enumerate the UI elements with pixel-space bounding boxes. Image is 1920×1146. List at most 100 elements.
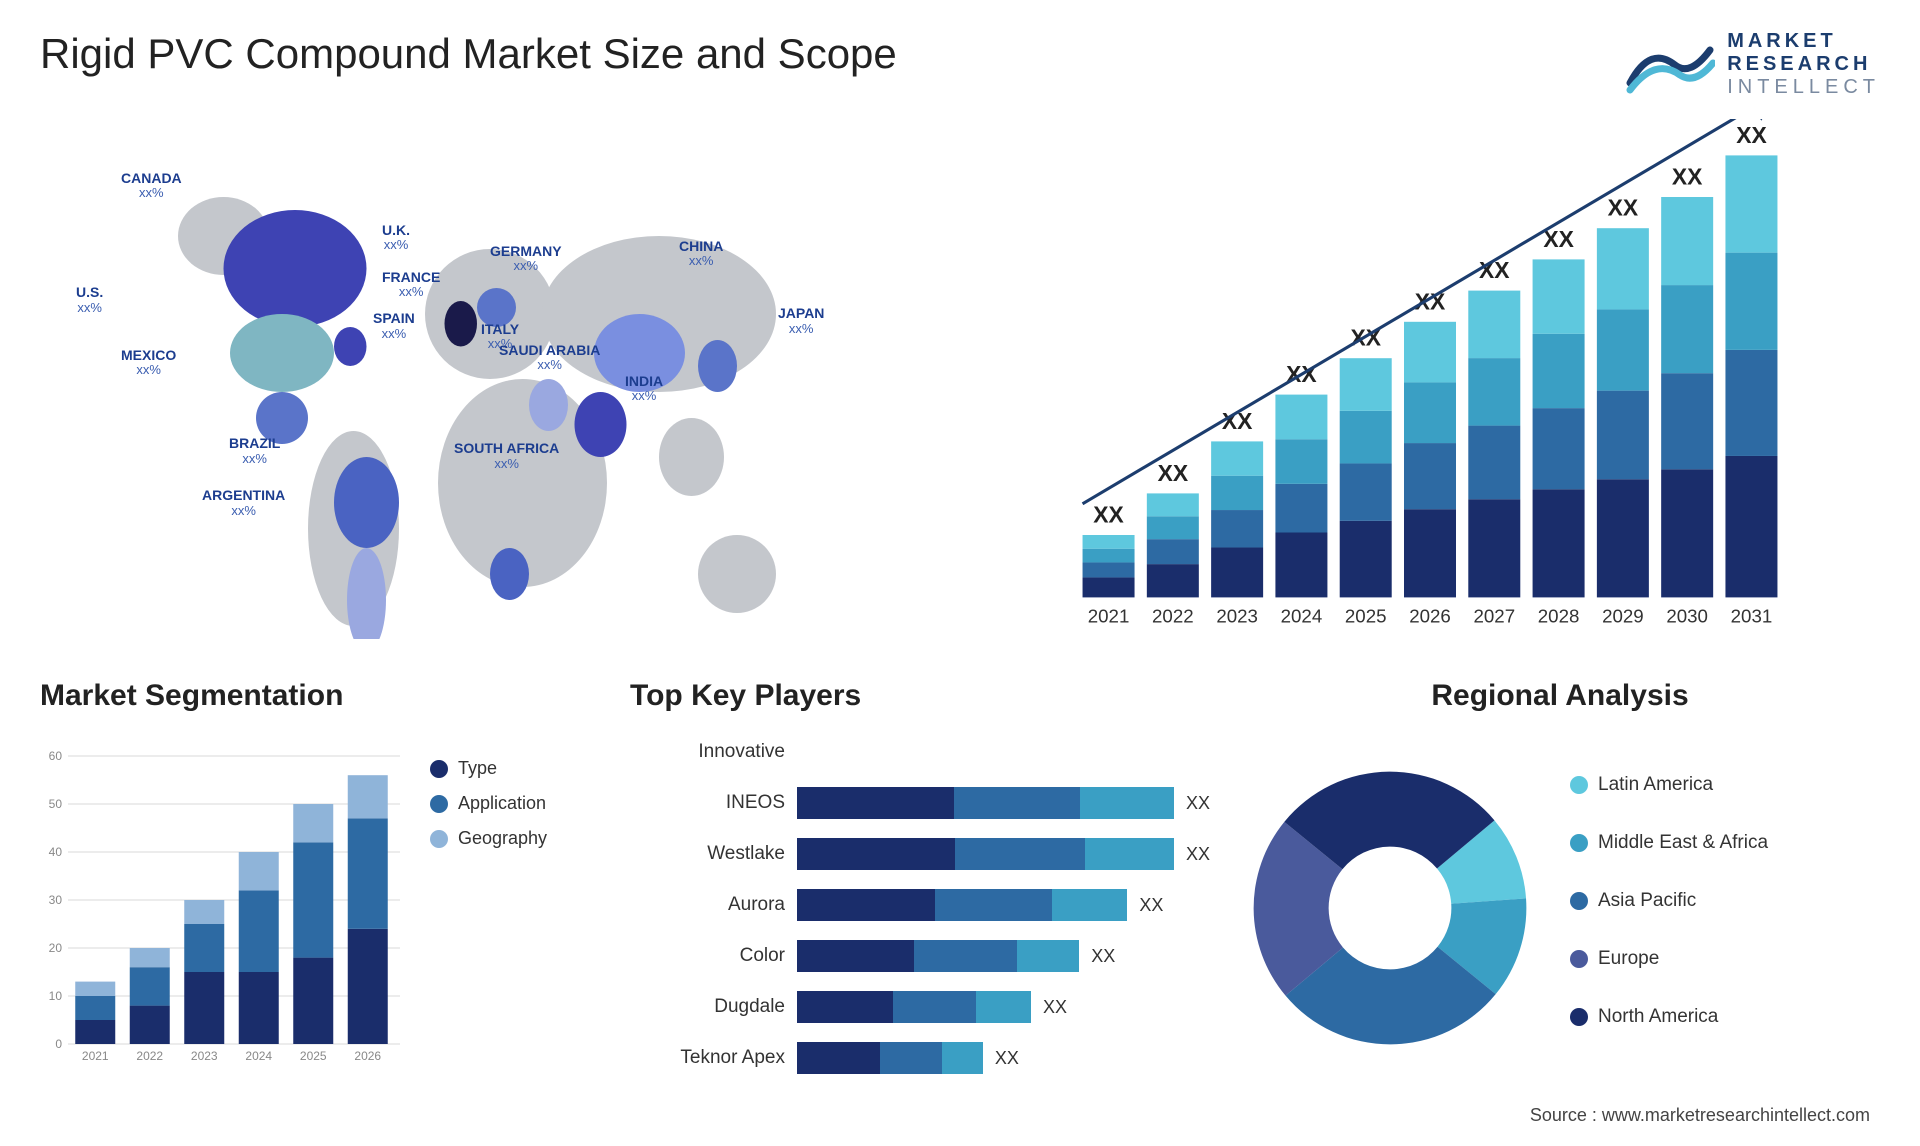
svg-text:30: 30 <box>49 893 63 907</box>
player-bar-wrap: XX <box>797 838 1210 870</box>
player-bar-segment <box>880 1042 942 1074</box>
segmentation-bar-chart: 0102030405060202120222023202420252026 <box>40 728 400 1088</box>
legend-label: Europe <box>1598 948 1659 970</box>
player-value: XX <box>1091 946 1115 967</box>
map-label: FRANCExx% <box>382 270 440 300</box>
svg-text:2029: 2029 <box>1602 605 1644 626</box>
regional-donut-chart <box>1240 758 1540 1058</box>
player-bar-segment <box>942 1042 983 1074</box>
svg-text:XX: XX <box>1093 502 1124 528</box>
map-label: U.K.xx% <box>382 223 410 253</box>
svg-text:2025: 2025 <box>300 1049 327 1063</box>
map-label: ARGENTINAxx% <box>202 488 285 518</box>
player-row: Teknor Apex XX <box>630 1039 1210 1077</box>
legend-dot-icon <box>430 760 448 778</box>
player-bar-segment <box>893 991 976 1023</box>
legend-label: Latin America <box>1598 774 1713 796</box>
player-bar-segment <box>935 889 1052 921</box>
player-name: Color <box>630 945 785 967</box>
segmentation-title: Market Segmentation <box>40 679 600 713</box>
svg-text:2024: 2024 <box>245 1049 272 1063</box>
player-bar-segment <box>976 991 1031 1023</box>
legend-label: Application <box>458 793 546 814</box>
map-label: GERMANYxx% <box>490 244 562 274</box>
svg-text:2025: 2025 <box>1345 605 1387 626</box>
player-bar-segment <box>797 838 955 870</box>
player-row: INEOS XX <box>630 784 1210 822</box>
svg-text:XX: XX <box>1672 164 1703 190</box>
map-label: MEXICOxx% <box>121 348 176 378</box>
players-title: Top Key Players <box>630 679 1210 713</box>
players-panel: Top Key Players InnovativeINEOSXXWestlak… <box>630 679 1210 1099</box>
player-bar-segment <box>955 838 1085 870</box>
player-value: XX <box>995 1048 1019 1069</box>
world-map-panel: CANADAxx%U.S.xx%MEXICOxx%U.K.xx%FRANCExx… <box>40 119 940 639</box>
legend-item: Geography <box>430 828 600 849</box>
player-bar <box>797 889 1127 921</box>
player-row: Aurora XX <box>630 886 1210 924</box>
player-bar-segment <box>954 787 1080 819</box>
svg-text:2024: 2024 <box>1281 605 1323 626</box>
player-bar-wrap: XX <box>797 940 1210 972</box>
player-bar-segment <box>797 991 893 1023</box>
legend-item: Latin America <box>1570 774 1768 796</box>
svg-text:2021: 2021 <box>82 1049 109 1063</box>
svg-text:2023: 2023 <box>191 1049 218 1063</box>
player-name: Aurora <box>630 894 785 916</box>
player-bar-segment <box>914 940 1017 972</box>
svg-text:2026: 2026 <box>1409 605 1451 626</box>
svg-text:0: 0 <box>55 1037 62 1051</box>
regional-title: Regional Analysis <box>1240 679 1880 713</box>
player-name: Westlake <box>630 843 785 865</box>
svg-text:10: 10 <box>49 989 63 1003</box>
map-label: BRAZILxx% <box>229 436 280 466</box>
legend-dot-icon <box>1570 892 1588 910</box>
player-bar-segment <box>1017 940 1079 972</box>
player-row: Dugdale XX <box>630 988 1210 1026</box>
legend-dot-icon <box>1570 950 1588 968</box>
legend-item: Europe <box>1570 948 1768 970</box>
player-row: Color XX <box>630 937 1210 975</box>
player-bar-wrap: XX <box>797 991 1210 1023</box>
legend-dot-icon <box>1570 1008 1588 1026</box>
player-bar-segment <box>797 940 914 972</box>
player-bar-wrap: XX <box>797 889 1210 921</box>
legend-item: Application <box>430 793 600 814</box>
forecast-chart-panel: XX2021XX2022XX2023XX2024XX2025XX2026XX20… <box>980 119 1880 639</box>
player-value: XX <box>1186 793 1210 814</box>
player-bar <box>797 1042 983 1074</box>
svg-text:2030: 2030 <box>1666 605 1708 626</box>
player-name: Teknor Apex <box>630 1047 785 1069</box>
svg-text:2021: 2021 <box>1088 605 1130 626</box>
forecast-bar-chart: XX2021XX2022XX2023XX2024XX2025XX2026XX20… <box>980 119 1880 639</box>
svg-text:2028: 2028 <box>1538 605 1580 626</box>
map-label: CHINAxx% <box>679 239 723 269</box>
map-label: SOUTH AFRICAxx% <box>454 441 559 471</box>
regional-legend: Latin AmericaMiddle East & AfricaAsia Pa… <box>1570 774 1768 1042</box>
legend-item: Middle East & Africa <box>1570 832 1768 854</box>
player-name: INEOS <box>630 792 785 814</box>
player-bar-wrap: XX <box>797 1042 1210 1074</box>
players-list: InnovativeINEOSXXWestlakeXXAuroraXXColor… <box>630 728 1210 1077</box>
player-name: Innovative <box>630 741 785 763</box>
svg-text:2031: 2031 <box>1731 605 1773 626</box>
player-name: Dugdale <box>630 996 785 1018</box>
player-bar-segment <box>1085 838 1174 870</box>
legend-item: North America <box>1570 1006 1768 1028</box>
legend-label: Geography <box>458 828 547 849</box>
legend-dot-icon <box>1570 834 1588 852</box>
logo-text-2: RESEARCH <box>1727 53 1880 76</box>
map-label: U.S.xx% <box>76 285 103 315</box>
logo-mark-icon <box>1625 35 1715 95</box>
map-label: SPAINxx% <box>373 311 415 341</box>
legend-item: Type <box>430 758 600 779</box>
svg-text:2027: 2027 <box>1473 605 1515 626</box>
legend-label: Type <box>458 758 497 779</box>
svg-text:2022: 2022 <box>1152 605 1194 626</box>
svg-text:40: 40 <box>49 845 63 859</box>
player-value: XX <box>1043 997 1067 1018</box>
map-label: INDIAxx% <box>625 374 663 404</box>
logo-text-3: INTELLECT <box>1727 76 1880 99</box>
player-bar-segment <box>797 787 954 819</box>
player-row: Westlake XX <box>630 835 1210 873</box>
